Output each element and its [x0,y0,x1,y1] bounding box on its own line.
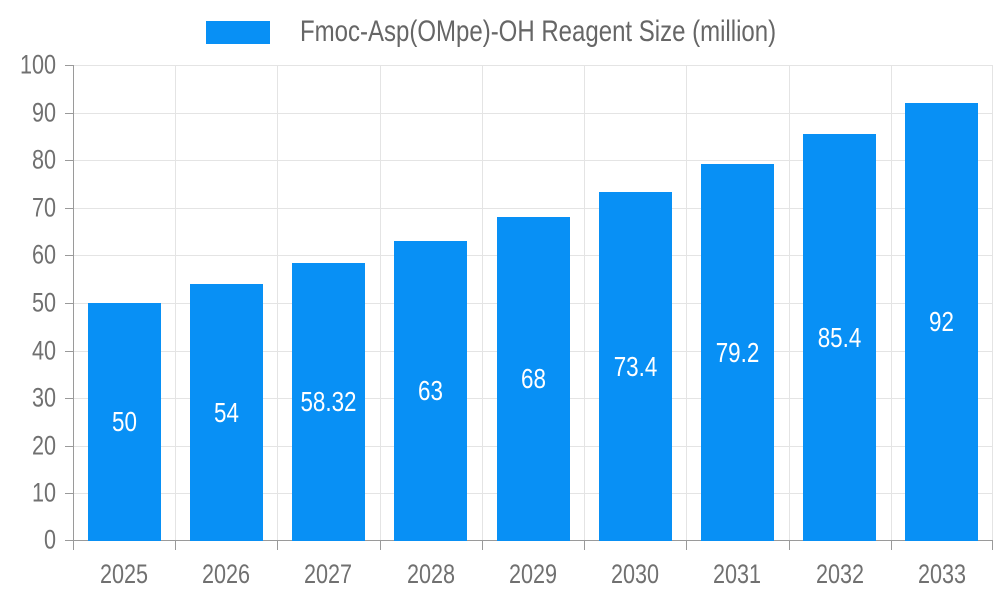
bar-value-label: 79.2 [715,336,760,368]
bar-2030[interactable]: 73.4 [599,192,672,541]
x-tick-label: 2026 [201,559,251,589]
y-axis-tick [65,208,73,209]
y-tick-label: 40 [31,335,56,366]
y-tick-label: 80 [31,144,56,175]
x-tick-label: 2028 [406,559,456,589]
x-tick-label: 2027 [303,559,353,589]
x-tick-label: 2030 [610,559,660,589]
x-axis-tick [277,541,278,550]
x-axis-tick [686,541,687,550]
x-axis-tick [482,541,483,550]
gridline-horizontal [73,160,993,161]
gridline-vertical [686,65,687,541]
bar-value-label: 50 [112,406,137,437]
bar-value-label: 68 [521,363,546,394]
legend-item[interactable]: Fmoc-Asp(OMpe)-OH Reagent Size (million) [206,15,895,48]
y-axis-tick [65,398,73,399]
gridline-vertical [380,65,381,541]
gridline-vertical [584,65,585,541]
bar-value-label: 63 [418,375,443,406]
bar-value-label: 58.32 [300,386,357,417]
gridline-horizontal [73,113,993,114]
gridline-vertical [992,65,993,541]
y-tick-label: 20 [31,430,56,461]
y-tick-label: 70 [31,192,56,223]
bar-2028[interactable]: 63 [394,241,467,541]
y-tick-label: 100 [19,49,56,80]
bar-2033[interactable]: 92 [905,103,978,541]
bar-value-label: 92 [929,306,954,337]
x-axis-tick [175,541,176,550]
x-tick-label: 2029 [508,559,558,589]
x-tick-label: 2033 [917,559,967,589]
x-axis-labels: 2025 2026 2027 2028 2029 2030 2031 2032 2033 [73,560,993,590]
bar-2032[interactable]: 85.4 [803,134,876,541]
plot-area: 50 54 58.32 63 68 73.4 79.2 85.4 92 [65,65,993,550]
y-axis-tick [65,113,73,114]
y-tick-label: 60 [31,239,56,270]
y-tick-label: 10 [31,477,56,508]
bar-2027[interactable]: 58.32 [292,263,365,541]
y-axis-line [73,65,74,550]
legend-label: Fmoc-Asp(OMpe)-OH Reagent Size (million) [300,15,777,48]
gridline-vertical [277,65,278,541]
x-axis-tick [789,541,790,550]
bar-2025[interactable]: 50 [88,303,161,541]
gridline-vertical [789,65,790,541]
y-axis-tick [65,65,73,66]
y-axis-tick [65,303,73,304]
x-axis-tick [992,541,993,550]
y-tick-label: 30 [31,382,56,413]
bar-2031[interactable]: 79.2 [701,164,774,541]
bar-2029[interactable]: 68 [497,217,570,541]
bar-value-label: 73.4 [613,350,658,382]
gridline-horizontal [73,208,993,209]
y-axis-tick [65,446,73,447]
y-axis-labels: 0 10 20 30 40 50 60 70 80 90 100 [0,51,56,553]
y-axis-tick [65,160,73,161]
y-axis-tick [65,540,73,541]
x-tick-label: 2031 [712,559,762,589]
x-tick-label: 2025 [99,559,149,589]
y-axis-tick [65,255,73,256]
y-tick-label: 50 [31,287,56,318]
legend-marker [206,20,270,44]
y-tick-label: 0 [43,524,56,555]
bar-2026[interactable]: 54 [190,284,263,541]
x-tick-label: 2032 [815,559,865,589]
y-axis-tick [65,493,73,494]
gridline-vertical [482,65,483,541]
x-axis-tick [891,541,892,550]
bar-value-label: 54 [214,396,239,428]
gridline-vertical [891,65,892,541]
gridline-horizontal [73,65,993,66]
gridline-vertical [175,65,176,541]
x-axis-tick [380,541,381,550]
x-axis-tick [584,541,585,550]
bar-value-label: 85.4 [817,321,862,353]
y-axis-tick [65,351,73,352]
y-tick-label: 90 [31,97,56,128]
